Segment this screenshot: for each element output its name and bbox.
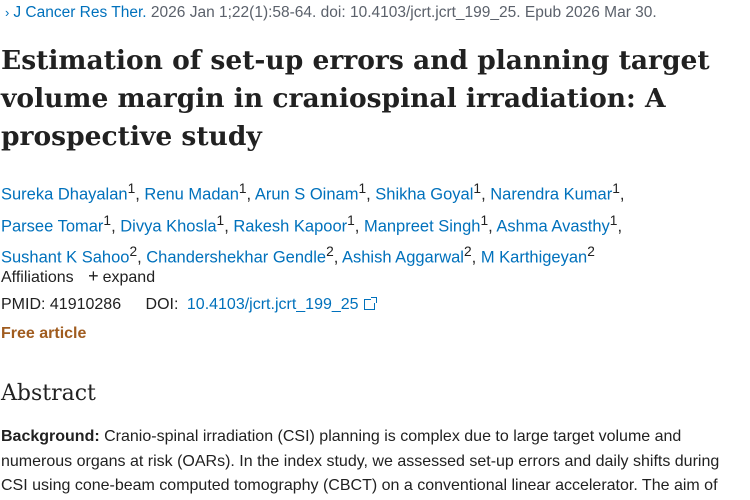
affiliation-ref[interactable]: 1 — [358, 181, 367, 196]
affiliations-row: Affiliations + expand — [1, 266, 155, 287]
affiliation-ref[interactable]: 1 — [347, 212, 355, 228]
affiliation-ref[interactable]: 1 — [480, 212, 489, 228]
article-title: Estimation of set-up errors and planning… — [1, 42, 741, 156]
author-link[interactable]: Ashish Aggarwal — [341, 248, 464, 267]
author-link[interactable]: M Karthigeyan — [480, 248, 588, 267]
author-link[interactable]: Manpreet Singh — [363, 217, 481, 235]
author-link[interactable]: Rakesh Kapoor — [233, 217, 348, 235]
affiliation-ref[interactable]: 1 — [127, 181, 136, 196]
pmid-label: PMID: — [1, 296, 46, 313]
affiliation-ref[interactable]: 1 — [103, 212, 112, 228]
doi-value[interactable]: 10.4103/jcrt.jcrt_199_25 — [186, 296, 359, 313]
affiliations-label: Affiliations — [1, 269, 74, 286]
plus-icon: + — [88, 266, 99, 286]
author-link[interactable]: Parsee Tomar — [1, 217, 104, 235]
pmid-value: 41910286 — [49, 296, 122, 313]
doi-link[interactable]: 10.4103/jcrt.jcrt_199_25 — [186, 296, 377, 313]
affiliation-ref[interactable]: 1 — [216, 212, 225, 228]
author-link[interactable]: Narendra Kumar — [490, 185, 613, 204]
title-line: Estimation of set-up errors and planning… — [1, 45, 710, 76]
title-line: prospective study — [1, 121, 262, 152]
external-link-icon — [363, 297, 377, 310]
author-list: Sureka Dhayalan1, Renu Madan1, Arun S Oi… — [1, 176, 746, 271]
affiliation-ref[interactable]: 2 — [463, 244, 472, 259]
free-article-badge: Free article — [1, 325, 87, 342]
author-line: Sushant K Sahoo2, Chandershekhar Gendle2… — [1, 244, 595, 267]
author-link[interactable]: Shikha Goyal — [375, 185, 474, 204]
author-line: Sureka Dhayalan1, Renu Madan1, Arun S Oi… — [1, 181, 625, 204]
affiliation-ref[interactable]: 2 — [587, 244, 595, 259]
affiliation-ref[interactable]: 2 — [129, 244, 138, 259]
citation-line: › J Cancer Res Ther. 2026 Jan 1;22(1):58-… — [5, 4, 657, 22]
citation-details: 2026 Jan 1;22(1):58-64. doi: 10.4103/jcr… — [150, 4, 657, 21]
journal-link[interactable]: J Cancer Res Ther. — [13, 4, 147, 21]
author-link[interactable]: Arun S Oinam — [254, 185, 359, 204]
affiliation-ref[interactable]: 1 — [473, 181, 482, 196]
affiliation-ref[interactable]: 2 — [326, 244, 334, 259]
abstract-line: Background: Cranio-spinal irradiation (C… — [1, 425, 748, 450]
abstract-heading: Abstract — [1, 381, 96, 406]
background-label: Background: — [1, 428, 100, 445]
affiliations-expand-button[interactable]: + expand — [88, 266, 156, 286]
affiliation-ref[interactable]: 1 — [238, 181, 247, 196]
abstract-line: numerous organs at risk (OARs). In the i… — [1, 452, 720, 470]
doi-label: DOI: — [145, 296, 179, 313]
author-link[interactable]: Renu Madan — [144, 185, 239, 204]
author-link[interactable]: Divya Khosla — [120, 217, 217, 235]
author-line: Parsee Tomar1, Divya Khosla1, Rakesh Kap… — [1, 212, 623, 236]
author-link[interactable]: Sureka Dhayalan — [1, 185, 128, 204]
author-link[interactable]: Chandershekhar Gendle — [146, 248, 327, 267]
author-link[interactable]: Ashma Avasthy — [496, 217, 610, 235]
abstract-body: Background: Cranio-spinal irradiation (C… — [1, 425, 748, 499]
expand-label: expand — [102, 269, 156, 286]
abstract-line: CSI using cone-beam computed tomography … — [1, 477, 718, 494]
title-line: volume margin in craniospinal irradiatio… — [1, 83, 666, 114]
abstract-text: Cranio-spinal irradiation (CSI) planning… — [99, 428, 682, 445]
identifiers-row: PMID: 41910286 DOI: 10.4103/jcrt.jcrt_19… — [1, 296, 377, 314]
affiliation-ref[interactable]: 1 — [612, 181, 620, 196]
affiliation-ref[interactable]: 1 — [609, 212, 618, 228]
chevron-right-icon[interactable]: › — [5, 5, 10, 20]
author-link[interactable]: Sushant K Sahoo — [1, 248, 130, 267]
